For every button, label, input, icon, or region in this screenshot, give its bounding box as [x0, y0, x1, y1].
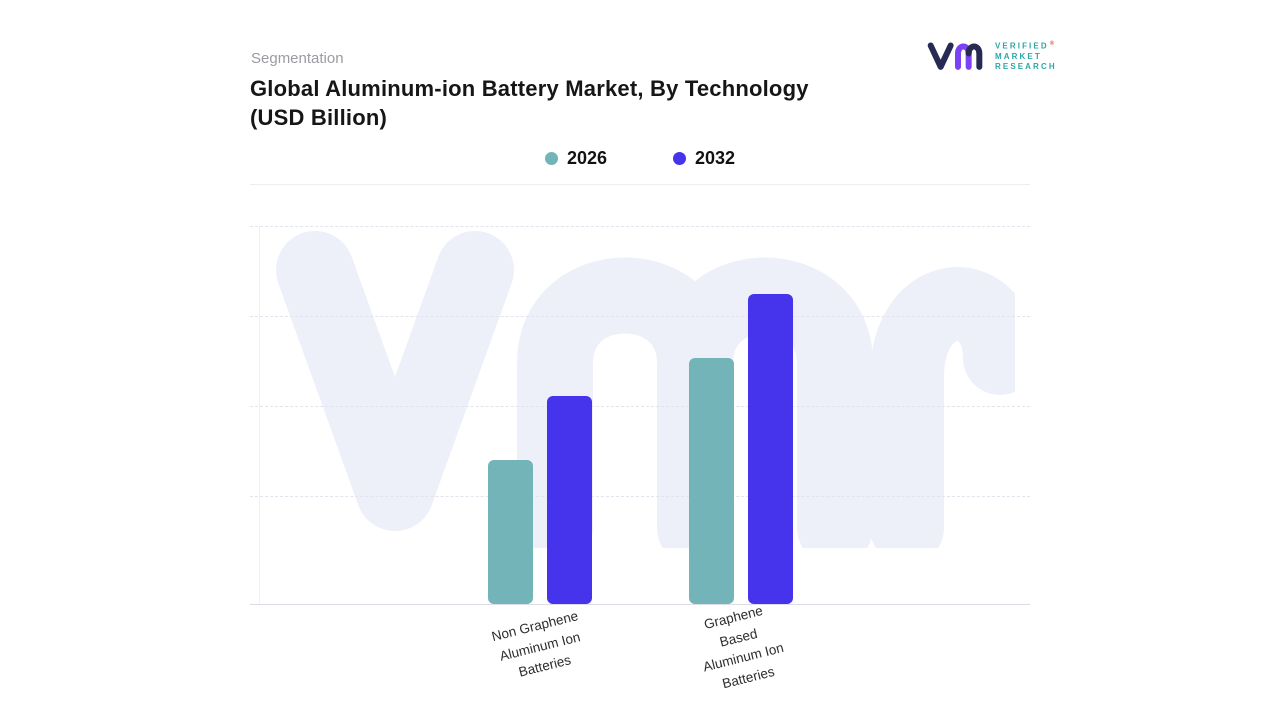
vmr-watermark-icon	[276, 231, 1015, 548]
vmr-logo: VERIFIED® MARKET RESEARCH	[926, 36, 1057, 75]
monogram-m-right	[965, 43, 983, 70]
legend-swatch-icon	[544, 152, 558, 165]
registered-mark: ®	[1049, 41, 1057, 48]
legend-label: 2026	[566, 148, 607, 168]
title-line-1: Global Aluminum-ion Battery Market, By T…	[250, 76, 809, 101]
page-title: Global Aluminum-ion Battery Market, By T…	[250, 74, 910, 132]
title-line-2: (USD Billion)	[250, 105, 388, 130]
y-axis-line	[259, 226, 260, 604]
gridline	[250, 226, 1030, 227]
legend: 2026 2032	[250, 148, 1030, 169]
wordmark-line-2: MARKET	[995, 51, 1042, 61]
eyebrow-segmentation: Segmentation	[251, 50, 344, 67]
bar-2032-category-1	[748, 294, 793, 604]
vmr-wordmark: VERIFIED® MARKET RESEARCH	[995, 40, 1057, 71]
bar-2032-category-0	[547, 396, 592, 604]
bar-2026-category-1	[689, 358, 734, 604]
wordmark-line-1: VERIFIED®	[995, 41, 1057, 51]
plot-area	[250, 226, 1030, 604]
x-axis-line	[250, 604, 1030, 605]
gridline	[250, 496, 1030, 497]
monogram-v	[927, 42, 954, 70]
legend-swatch-icon	[673, 152, 686, 165]
header-divider	[250, 184, 1030, 185]
legend-item-2032[interactable]: 2032	[673, 148, 735, 169]
vmr-monogram-icon	[927, 42, 983, 70]
legend-item-2026[interactable]: 2026	[544, 148, 607, 169]
x-axis-label: Non Graphene Aluminum Ion Batteries	[490, 608, 582, 680]
legend-label: 2032	[695, 148, 736, 168]
gridline	[250, 316, 1030, 317]
bar-2026-category-0	[488, 460, 533, 604]
wordmark-line-3: RESEARCH	[995, 61, 1057, 71]
x-axis-label: Graphene Based Aluminum Ion Batteries	[701, 602, 786, 691]
gridline	[250, 406, 1030, 407]
